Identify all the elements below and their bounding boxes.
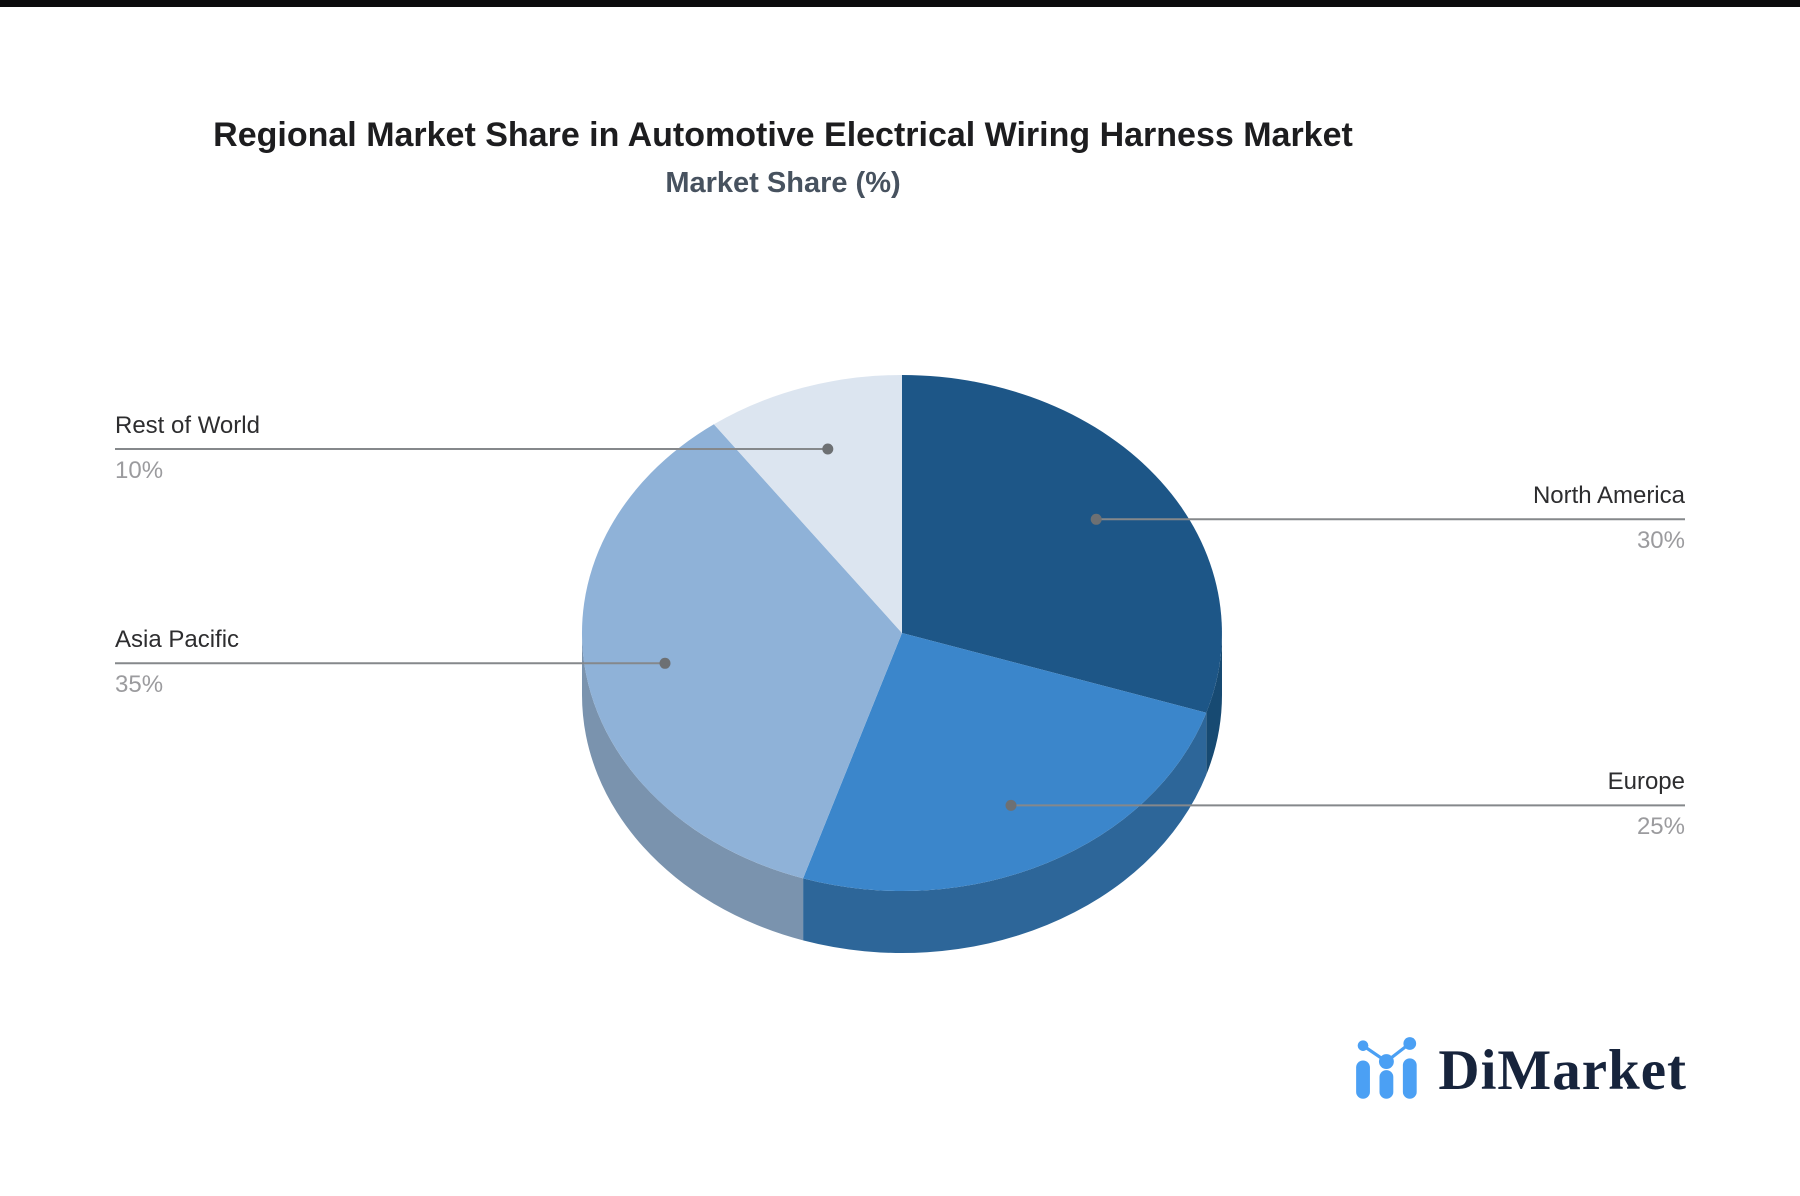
slice-label-percent: 30%	[1636, 527, 1685, 555]
slice-label-name: Rest of World	[115, 412, 260, 439]
slice-label-north-america: North America 30%	[1255, 479, 1685, 556]
pie-slice-side-asia-pacific	[582, 633, 804, 941]
pie-slice-europe[interactable]	[803, 633, 1207, 892]
pie-slice-asia-pacific[interactable]	[581, 424, 902, 879]
pie-slice-rest-of-world[interactable]	[713, 375, 902, 633]
slice-label-rest-of-world: Rest of World 10%	[115, 409, 545, 486]
pie-slice-side-europe	[803, 712, 1207, 954]
logo-text: DiMarket	[1438, 1039, 1687, 1102]
slice-label-percent: 25%	[1636, 813, 1685, 841]
slice-label-name: Europe	[1607, 768, 1685, 796]
leader-dot-rest-of-world	[822, 443, 834, 455]
leader-dot-north-america	[1090, 513, 1102, 525]
leader-dot-asia-pacific	[659, 657, 671, 669]
leader-dot-europe	[1005, 799, 1017, 811]
logo[interactable]: DiMarket	[1354, 1037, 1687, 1101]
top-border-bar	[0, 0, 1800, 7]
slice-label-name: North America	[1532, 482, 1685, 510]
pie-slice-north-america[interactable]	[902, 375, 1222, 713]
slice-label-percent: 10%	[115, 457, 164, 484]
chart-subtitle: Market Share (%)	[665, 167, 901, 199]
slice-label-europe: Europe 25%	[1255, 765, 1685, 842]
chart-title: Regional Market Share in Automotive Elec…	[213, 116, 1353, 154]
slice-label-asia-pacific: Asia Pacific 35%	[115, 623, 545, 700]
pie-slice-side-north-america	[1206, 633, 1222, 775]
slice-label-percent: 35%	[115, 671, 164, 699]
slice-label-name: Asia Pacific	[115, 626, 240, 654]
bar-line-chart-icon	[1356, 1037, 1418, 1099]
